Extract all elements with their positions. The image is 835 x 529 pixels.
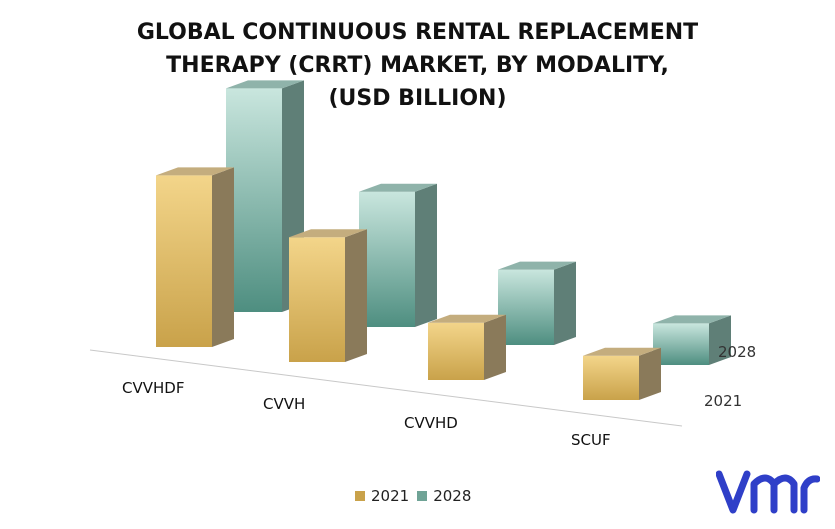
- bar-2021-cvvhd: [428, 314, 506, 380]
- bar-2028-cvvhdf-top: [226, 80, 304, 89]
- bar-2028-cvvh-side: [415, 183, 437, 327]
- chart-title-line-2: THERAPY (CRRT) MARKET, BY MODALITY,: [166, 53, 669, 78]
- bar-2021-cvvhd-side: [484, 314, 506, 380]
- bar-2021-cvvh-side: [345, 229, 367, 362]
- bar-2028-scuf-front: [653, 323, 709, 365]
- vmr-logo-icon: [716, 470, 820, 514]
- bar-2021-cvvhd-front: [428, 322, 484, 380]
- category-label-cvvhd: CVVHD: [404, 414, 458, 432]
- bar-2028-scuf: [653, 315, 731, 365]
- legend-label-2021: 2021: [371, 487, 410, 505]
- depth-label-2028: 2028: [718, 343, 756, 361]
- bar-2028-scuf-top: [653, 315, 731, 324]
- bar-2021-cvvh-front: [289, 237, 345, 362]
- bar-2028-cvvh-front: [359, 191, 415, 327]
- chart-title: GLOBAL CONTINUOUS RENTAL REPLACEMENT THE…: [0, 16, 835, 115]
- bar-2021-cvvhd-top: [428, 314, 506, 323]
- bar-2021-cvvhdf: [156, 167, 234, 347]
- bar-2021-cvvhdf-side: [212, 167, 234, 347]
- bar-2028-cvvhd-side: [554, 261, 576, 345]
- category-label-scuf: SCUF: [571, 431, 611, 449]
- floor-edge-line: [89, 349, 683, 427]
- category-label-cvvh: CVVH: [263, 395, 305, 413]
- bar-2021-cvvhdf-top: [156, 167, 234, 176]
- bar-2021-scuf-top: [583, 347, 661, 356]
- bar-2028-cvvhdf-front: [226, 88, 282, 313]
- legend-swatch-2021: [355, 491, 365, 501]
- bar-2021-cvvh: [289, 229, 367, 362]
- legend: 2021 2028: [355, 486, 471, 506]
- bar-2021-scuf-side: [639, 347, 661, 400]
- bar-2021-scuf: [583, 347, 661, 400]
- bar-2021-scuf-front: [583, 355, 639, 400]
- chart-title-line-1: GLOBAL CONTINUOUS RENTAL REPLACEMENT: [136, 20, 699, 45]
- chart-title-line-3: (USD BILLION): [328, 86, 507, 111]
- bar-2028-scuf-side: [709, 315, 731, 365]
- bar-2028-cvvhd-top: [498, 261, 576, 270]
- legend-item-2021: 2021: [355, 487, 409, 505]
- bar-2028-cvvhd: [498, 261, 576, 345]
- bar-2021-cvvhdf-front: [156, 175, 212, 347]
- bar-2028-cvvhd-front: [498, 269, 554, 345]
- legend-item-2028: 2028: [417, 487, 471, 505]
- bar-2028-cvvh: [359, 183, 437, 327]
- legend-label-2028: 2028: [433, 487, 472, 505]
- bar-2021-cvvh-top: [289, 229, 367, 238]
- legend-swatch-2028: [417, 491, 428, 501]
- depth-label-2021: 2021: [704, 392, 742, 410]
- category-label-cvvhdf: CVVHDF: [122, 379, 184, 397]
- bar-2028-cvvh-top: [359, 183, 437, 192]
